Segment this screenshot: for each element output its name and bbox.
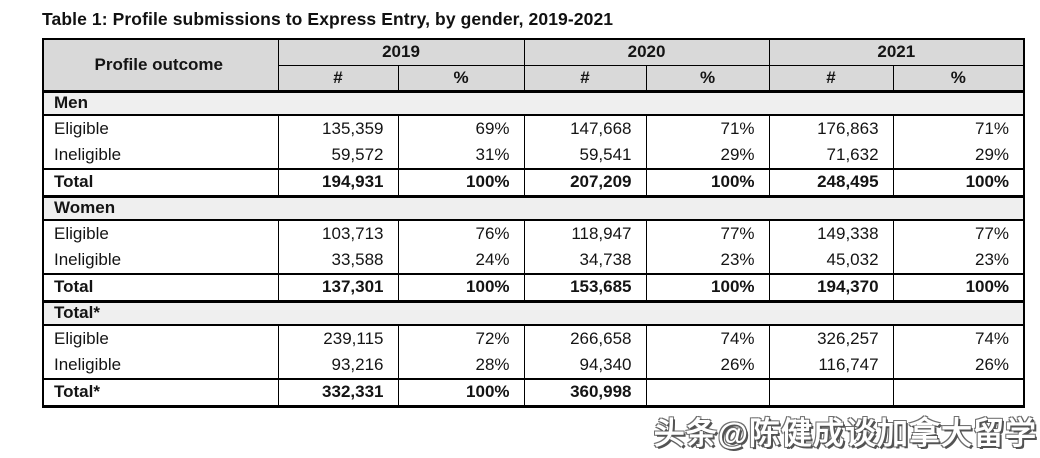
profile-submissions-table: Profile outcome 2019 2020 2021 # % # % #… — [42, 38, 1026, 408]
cell-value: 74% — [892, 325, 1025, 352]
row-label: Total* — [42, 378, 279, 408]
section-label: Women — [42, 194, 1025, 221]
cell-value: 29% — [645, 142, 770, 169]
section-label: Total* — [42, 299, 1025, 326]
cell-value: 23% — [892, 247, 1025, 274]
cell-value: 69% — [397, 115, 525, 142]
subheader-percent-2019: % — [397, 65, 525, 93]
section-label: Men — [42, 89, 1025, 116]
subheader-count-2021: # — [768, 65, 894, 93]
row-label: Eligible — [42, 115, 279, 142]
cell-value: 59,541 — [523, 142, 647, 169]
cell-value: 100% — [397, 378, 525, 408]
table-row-grand-total: Total* 332,331 100% 360,998 — [42, 378, 1025, 408]
cell-value: 207,209 — [523, 168, 647, 198]
cell-value: 118,947 — [523, 220, 647, 247]
cell-value: 26% — [892, 352, 1025, 379]
cell-value: 71% — [645, 115, 770, 142]
cell-value: 33,588 — [277, 247, 399, 274]
row-label: Ineligible — [42, 142, 279, 169]
cell-value: 93,216 — [277, 352, 399, 379]
cell-value: 266,658 — [523, 325, 647, 352]
table-row: Eligible 239,115 72% 266,658 74% 326,257… — [42, 325, 1025, 352]
cell-value: 94,340 — [523, 352, 647, 379]
cell-value: 137,301 — [277, 273, 399, 303]
cell-value: 59,572 — [277, 142, 399, 169]
subheader-percent-2021: % — [892, 65, 1025, 93]
cell-value: 194,931 — [277, 168, 399, 198]
table-row: Eligible 103,713 76% 118,947 77% 149,338… — [42, 220, 1025, 247]
table-row: Ineligible 93,216 28% 94,340 26% 116,747… — [42, 352, 1025, 379]
row-label: Total — [42, 273, 279, 303]
cell-value: 72% — [397, 325, 525, 352]
row-label: Eligible — [42, 325, 279, 352]
cell-value: 360,998 — [523, 378, 647, 408]
cell-value: 100% — [397, 168, 525, 198]
subheader-count-2019: # — [277, 65, 399, 93]
toutiao-watermark: 头条@陈健成谈加拿大留学 — [653, 416, 1037, 451]
cell-value: 26% — [645, 352, 770, 379]
cell-value: 71% — [892, 115, 1025, 142]
cell-value: 23% — [645, 247, 770, 274]
cell-value: 100% — [645, 273, 770, 303]
cell-value: 176,863 — [768, 115, 894, 142]
cell-value: 28% — [397, 352, 525, 379]
cell-value: 100% — [645, 168, 770, 198]
cell-value: 34,738 — [523, 247, 647, 274]
column-header-year-2021: 2021 — [768, 39, 1025, 66]
table-row-total-women: Total 137,301 100% 153,685 100% 194,370 … — [42, 273, 1025, 303]
subheader-count-2020: # — [523, 65, 647, 93]
cell-value: 153,685 — [523, 273, 647, 303]
cell-value: 194,370 — [768, 273, 894, 303]
cell-value: 24% — [397, 247, 525, 274]
table-row: Eligible 135,359 69% 147,668 71% 176,863… — [42, 115, 1025, 142]
cell-value: 248,495 — [768, 168, 894, 198]
cell-value: 31% — [397, 142, 525, 169]
page-title: Table 1: Profile submissions to Express … — [42, 9, 614, 29]
cell-value: 149,338 — [768, 220, 894, 247]
table-header: Profile outcome 2019 2020 2021 # % # % #… — [42, 39, 1025, 93]
cell-value: 326,257 — [768, 325, 894, 352]
cell-value: 147,668 — [523, 115, 647, 142]
row-label: Total — [42, 168, 279, 198]
section-row-total: Total* — [42, 299, 1025, 326]
cell-value: 76% — [397, 220, 525, 247]
subheader-percent-2020: % — [645, 65, 770, 93]
cell-value — [892, 378, 1025, 408]
cell-value: 100% — [892, 273, 1025, 303]
cell-value: 45,032 — [768, 247, 894, 274]
table-row-total-men: Total 194,931 100% 207,209 100% 248,495 … — [42, 168, 1025, 198]
cell-value: 77% — [645, 220, 770, 247]
cell-value: 29% — [892, 142, 1025, 169]
cell-value: 116,747 — [768, 352, 894, 379]
column-header-profile-outcome: Profile outcome — [42, 39, 279, 92]
cell-value — [645, 378, 770, 408]
cell-value: 135,359 — [277, 115, 399, 142]
table-row: Ineligible 33,588 24% 34,738 23% 45,032 … — [42, 247, 1025, 274]
cell-value: 77% — [892, 220, 1025, 247]
cell-value: 100% — [892, 168, 1025, 198]
cell-value: 103,713 — [277, 220, 399, 247]
cell-value: 239,115 — [277, 325, 399, 352]
row-label: Ineligible — [42, 247, 279, 274]
column-header-year-2020: 2020 — [523, 39, 770, 66]
cell-value: 71,632 — [768, 142, 894, 169]
cell-value: 332,331 — [277, 378, 399, 408]
cell-value: 100% — [397, 273, 525, 303]
section-row-women: Women — [42, 194, 1025, 221]
column-header-year-2019: 2019 — [277, 39, 525, 66]
table-row: Ineligible 59,572 31% 59,541 29% 71,632 … — [42, 142, 1025, 169]
cell-value: 74% — [645, 325, 770, 352]
row-label: Eligible — [42, 220, 279, 247]
section-row-men: Men — [42, 89, 1025, 116]
cell-value — [768, 378, 894, 408]
row-label: Ineligible — [42, 352, 279, 379]
